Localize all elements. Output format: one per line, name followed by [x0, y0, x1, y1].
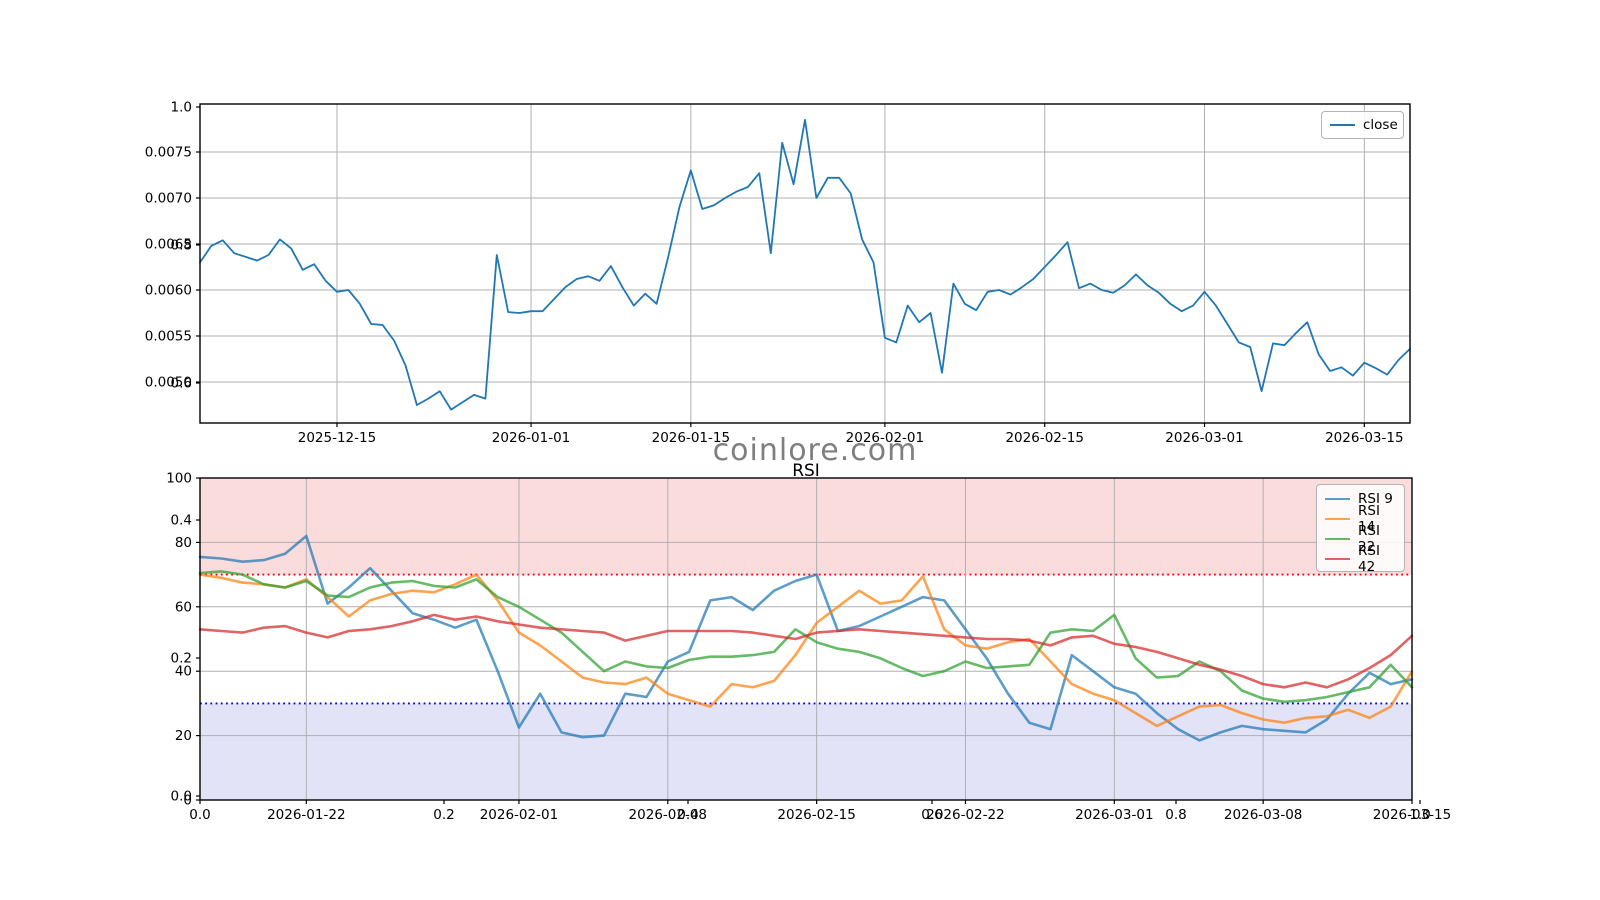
- svg-text:0.4: 0.4: [677, 807, 698, 823]
- svg-text:0: 0: [183, 793, 192, 809]
- legend-row-rsi14: RSI 14: [1325, 503, 1394, 535]
- svg-text:0.4: 0.4: [171, 513, 192, 529]
- svg-text:2026-03-15: 2026-03-15: [1325, 430, 1403, 446]
- svg-text:2026-02-15: 2026-02-15: [1005, 430, 1083, 446]
- watermark: coinlore.com: [712, 433, 918, 468]
- svg-text:0.0075: 0.0075: [145, 144, 192, 160]
- rsi-panel-title: RSI: [792, 461, 820, 481]
- svg-text:0.0: 0.0: [171, 789, 192, 805]
- svg-text:40: 40: [175, 664, 192, 680]
- rsi-panel-ticks: 2026-01-22 2026-02-01 2026-02-08 2026-02-15…: [166, 471, 1451, 824]
- price-legend: close: [1321, 111, 1404, 139]
- svg-text:20: 20: [175, 728, 192, 744]
- legend-label-rsi22: RSI 22: [1358, 523, 1380, 555]
- svg-text:0.0: 0.0: [189, 807, 210, 823]
- svg-text:2026-02-22: 2026-02-22: [926, 807, 1004, 823]
- svg-text:0.6: 0.6: [171, 376, 192, 392]
- svg-text:2026-01-15: 2026-01-15: [652, 430, 730, 446]
- svg-text:0.0070: 0.0070: [145, 190, 192, 206]
- rsi-panel-series: [198, 534, 1414, 742]
- svg-text:2025-12-15: 2025-12-15: [298, 430, 376, 446]
- legend-label-rsi9: RSI 9: [1358, 491, 1393, 507]
- svg-text:60: 60: [175, 599, 192, 615]
- price-panel-frame: [199, 103, 1411, 424]
- legend-row-rsi42: RSI 42: [1325, 543, 1394, 575]
- close-line-sample-icon: [1330, 124, 1355, 126]
- svg-text:2026-03-15: 2026-03-15: [1373, 807, 1451, 823]
- price-panel-series: [199, 118, 1411, 411]
- rsi-panel-frame: [199, 477, 1413, 801]
- figure-axis-ticks: 0.0 0.2 0.4 0.6 0.8 1.0 1.0 0.8 0.6 0.4 0.2 0.0: [171, 100, 1431, 824]
- svg-text:0.8: 0.8: [171, 238, 192, 254]
- svg-text:1.0: 1.0: [171, 100, 192, 116]
- svg-text:1.0: 1.0: [1409, 807, 1430, 823]
- svg-text:2026-02-08: 2026-02-08: [629, 807, 707, 823]
- rsi22-line-sample-icon: [1325, 538, 1350, 540]
- legend-label-rsi42: RSI 42: [1358, 543, 1380, 575]
- svg-text:0.0055: 0.0055: [145, 328, 192, 344]
- svg-text:0.2: 0.2: [433, 807, 454, 823]
- svg-text:2026-02-01: 2026-02-01: [480, 807, 558, 823]
- rsi14-line-sample-icon: [1325, 518, 1350, 520]
- svg-text:0.8: 0.8: [1165, 807, 1186, 823]
- svg-text:2026-01-01: 2026-01-01: [492, 430, 570, 446]
- svg-text:80: 80: [175, 535, 192, 551]
- svg-text:0.0060: 0.0060: [145, 282, 192, 298]
- svg-text:2026-03-08: 2026-03-08: [1224, 807, 1302, 823]
- legend-row-close: close: [1330, 116, 1398, 134]
- legend-row-rsi9: RSI 9: [1325, 489, 1394, 509]
- rsi42-line-sample-icon: [1325, 558, 1350, 560]
- price-panel-grid: [200, 104, 1410, 423]
- rsi-legend: RSI 9 RSI 14 RSI 22 RSI 42: [1316, 484, 1405, 575]
- svg-text:2026-03-01: 2026-03-01: [1165, 430, 1243, 446]
- rsi9-line-sample-icon: [1325, 498, 1350, 500]
- svg-text:0.0050: 0.0050: [145, 374, 192, 390]
- rsi-panel-grid: [200, 478, 1412, 800]
- svg-text:2026-03-01: 2026-03-01: [1075, 807, 1153, 823]
- svg-text:2026-01-22: 2026-01-22: [267, 807, 345, 823]
- legend-row-rsi22: RSI 22: [1325, 523, 1394, 555]
- svg-text:0.6: 0.6: [921, 807, 942, 823]
- rsi-panel-bands: [200, 478, 1412, 800]
- price-panel-ticks: 2025-12-15 2026-01-01 2026-01-15 2026-02-01…: [145, 144, 1404, 446]
- svg-text:2026-02-15: 2026-02-15: [777, 807, 855, 823]
- legend-label-close: close: [1363, 117, 1398, 133]
- legend-label-rsi14: RSI 14: [1358, 503, 1380, 535]
- svg-text:2026-02-01: 2026-02-01: [846, 430, 924, 446]
- svg-text:100: 100: [166, 471, 192, 487]
- svg-text:0.2: 0.2: [171, 651, 192, 667]
- svg-text:0.0065: 0.0065: [145, 236, 192, 252]
